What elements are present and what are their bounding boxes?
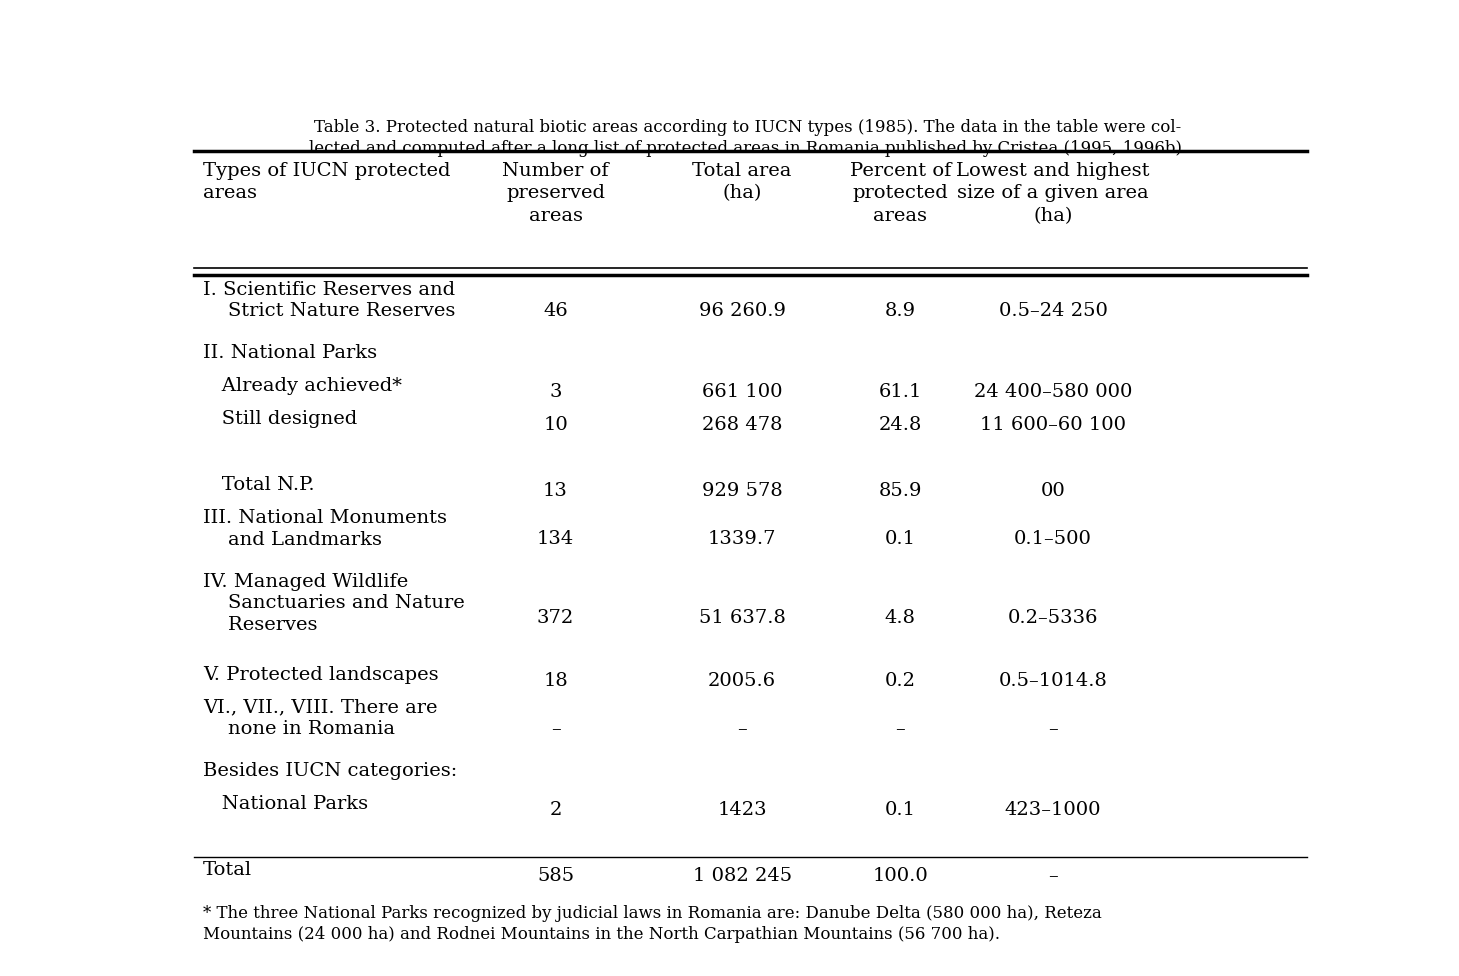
Text: 661 100: 661 100 [702,384,782,401]
Text: 0.1: 0.1 [886,801,916,819]
Text: 46: 46 [543,302,568,320]
Text: V. Protected landscapes: V. Protected landscapes [203,666,438,684]
Text: Types of IUCN protected
areas: Types of IUCN protected areas [203,162,451,202]
Text: 00: 00 [1040,482,1065,501]
Text: 1339.7: 1339.7 [708,531,776,549]
Text: 2: 2 [550,801,562,819]
Text: IV. Managed Wildlife
    Sanctuaries and Nature
    Reserves: IV. Managed Wildlife Sanctuaries and Nat… [203,573,464,633]
Text: –: – [1048,720,1058,738]
Text: 96 260.9: 96 260.9 [699,302,785,320]
Text: 3: 3 [549,384,562,401]
Text: 929 578: 929 578 [702,482,782,501]
Text: 85.9: 85.9 [878,482,922,501]
Text: 8.9: 8.9 [884,302,916,320]
Text: 1 082 245: 1 082 245 [693,867,792,885]
Text: 0.2: 0.2 [886,671,916,690]
Text: 0.1: 0.1 [886,531,916,549]
Text: Total: Total [203,861,252,879]
Text: –: – [550,720,560,738]
Text: VI., VII., VIII. There are
    none in Romania: VI., VII., VIII. There are none in Roman… [203,699,438,738]
Text: * The three National Parks recognized by judicial laws in Romania are: Danube De: * The three National Parks recognized by… [203,905,1102,943]
Text: 11 600–60 100: 11 600–60 100 [980,416,1126,434]
Text: 0.1–500: 0.1–500 [1014,531,1091,549]
Text: 10: 10 [543,416,568,434]
Text: 4.8: 4.8 [886,609,916,627]
Text: 100.0: 100.0 [872,867,928,885]
Text: 0.5–1014.8: 0.5–1014.8 [998,671,1107,690]
Text: 2005.6: 2005.6 [708,671,776,690]
Text: 18: 18 [543,671,568,690]
Text: –: – [1048,867,1058,885]
Text: 372: 372 [537,609,575,627]
Text: 51 637.8: 51 637.8 [699,609,785,627]
Text: 24.8: 24.8 [878,416,922,434]
Text: Number of
preserved
areas: Number of preserved areas [502,162,608,224]
Text: National Parks: National Parks [203,795,368,813]
Text: 268 478: 268 478 [702,416,782,434]
Text: I. Scientific Reserves and
    Strict Nature Reserves: I. Scientific Reserves and Strict Nature… [203,281,455,320]
Text: 13: 13 [543,482,568,501]
Text: Total N.P.: Total N.P. [203,476,314,495]
Text: Still designed: Still designed [203,410,357,428]
Text: Total area
(ha): Total area (ha) [693,162,792,202]
Text: III. National Monuments
    and Landmarks: III. National Monuments and Landmarks [203,509,446,549]
Text: Table 3. Protected natural biotic areas according to IUCN types (1985). The data: Table 3. Protected natural biotic areas … [309,119,1186,157]
Text: II. National Parks: II. National Parks [203,345,376,362]
Text: 423–1000: 423–1000 [1005,801,1102,819]
Text: Besides IUCN categories:: Besides IUCN categories: [203,762,457,780]
Text: –: – [737,720,747,738]
Text: Lowest and highest
size of a given area
(ha): Lowest and highest size of a given area … [956,162,1150,224]
Text: 0.2–5336: 0.2–5336 [1008,609,1099,627]
Text: Percent of
protected
areas: Percent of protected areas [849,162,951,224]
Text: –: – [896,720,905,738]
Text: 0.5–24 250: 0.5–24 250 [998,302,1107,320]
Text: 134: 134 [537,531,575,549]
Text: 24 400–580 000: 24 400–580 000 [973,384,1132,401]
Text: Already achieved*: Already achieved* [203,377,401,395]
Text: 585: 585 [537,867,573,885]
Text: 61.1: 61.1 [878,384,922,401]
Text: 1423: 1423 [718,801,767,819]
